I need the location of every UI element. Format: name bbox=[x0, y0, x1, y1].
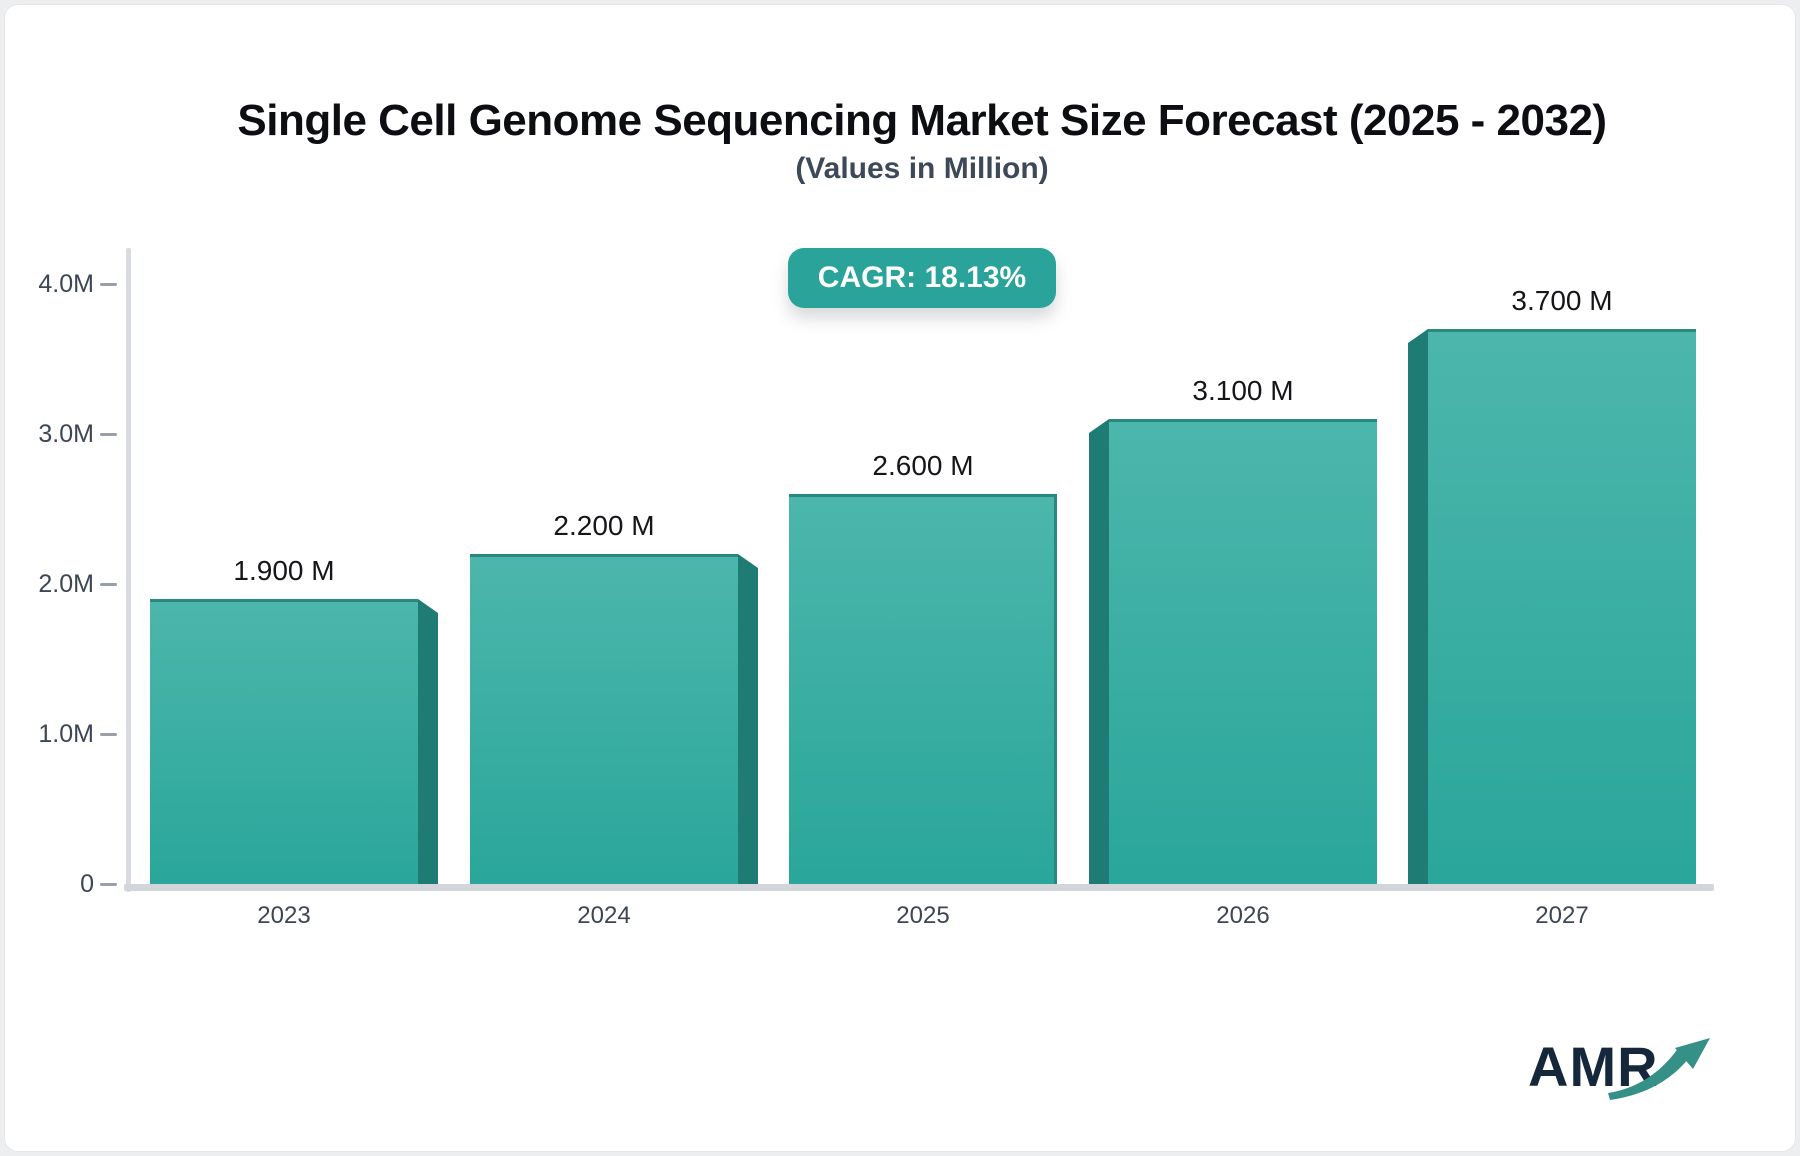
bar-2026 bbox=[1109, 419, 1377, 884]
cagr-badge-row: CAGR: 18.13% bbox=[0, 248, 1800, 308]
y-tick-dash bbox=[100, 883, 117, 886]
value-label-2027: 3.700 M bbox=[1511, 285, 1613, 316]
bar-2024 bbox=[470, 554, 738, 884]
y-tick-dash bbox=[100, 733, 117, 736]
bar-2026-3d-side bbox=[1089, 419, 1109, 884]
bar-2024-3d-side bbox=[738, 554, 758, 884]
y-axis-line bbox=[126, 248, 131, 892]
y-tick-label: 3.0M bbox=[38, 420, 94, 448]
bar-2027 bbox=[1428, 329, 1696, 884]
bar-2025 bbox=[789, 494, 1057, 884]
growth-arrow-icon bbox=[1608, 1038, 1710, 1100]
y-tick-dash bbox=[100, 583, 117, 586]
x-tick-label-2023: 2023 bbox=[257, 902, 311, 929]
x-axis-baseline bbox=[124, 884, 1714, 891]
y-tick-label: 1.0M bbox=[38, 720, 94, 748]
x-tick-label-2024: 2024 bbox=[577, 902, 631, 929]
y-tick-label: 0 bbox=[80, 870, 94, 898]
x-tick-label-2025: 2025 bbox=[896, 902, 950, 929]
value-label-2023: 1.900 M bbox=[233, 555, 335, 586]
x-tick-label-2027: 2027 bbox=[1535, 902, 1589, 929]
value-label-2025: 2.600 M bbox=[872, 450, 974, 481]
y-tick-label: 4.0M bbox=[38, 270, 94, 298]
y-tick-label: 2.0M bbox=[38, 570, 94, 598]
chart-title: Single Cell Genome Sequencing Market Siz… bbox=[237, 96, 1607, 145]
bar-2023 bbox=[150, 599, 418, 884]
cagr-badge: CAGR: 18.13% bbox=[787, 248, 1057, 308]
value-label-2024: 2.200 M bbox=[553, 510, 655, 541]
value-label-2026: 3.100 M bbox=[1192, 375, 1294, 406]
x-tick-label-2026: 2026 bbox=[1216, 902, 1270, 929]
amr-logo: AMR bbox=[1528, 1032, 1713, 1110]
chart-subtitle: (Values in Million) bbox=[795, 152, 1049, 185]
y-tick-dash bbox=[100, 283, 117, 286]
y-tick-dash bbox=[100, 433, 117, 436]
bar-2027-3d-side bbox=[1408, 329, 1428, 884]
bar-2023-3d-side bbox=[418, 599, 438, 884]
